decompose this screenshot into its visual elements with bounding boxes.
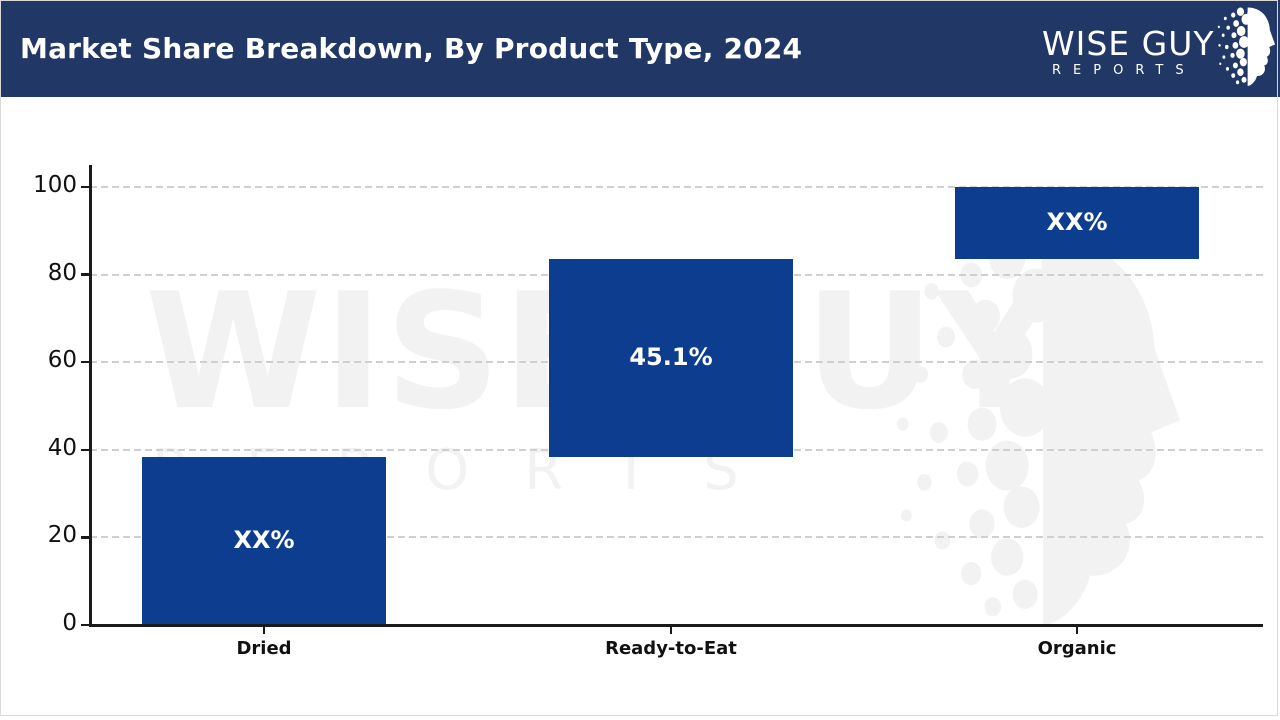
x-tick: [669, 626, 673, 634]
bar: [549, 259, 793, 457]
bar-value-label: 45.1%: [629, 343, 713, 372]
bar: [142, 456, 386, 625]
watermark-dot-head-icon: [820, 225, 1180, 640]
gridline: [90, 186, 1263, 188]
y-axis-line: [89, 165, 92, 626]
x-tick-label: Organic: [1037, 638, 1117, 659]
y-tick: [81, 185, 89, 189]
y-tick: [81, 448, 89, 452]
x-tick-label: Dried: [236, 638, 292, 659]
bar-value-label: XX%: [1046, 208, 1108, 237]
logo-sub-wordmark: REPORTS: [1052, 63, 1196, 78]
y-tick: [81, 360, 89, 364]
y-tick: [81, 623, 89, 627]
y-tick-label: 100: [33, 172, 77, 198]
x-tick: [1075, 626, 1079, 634]
y-tick-label: 60: [47, 347, 77, 374]
bar: [955, 187, 1199, 260]
y-tick-label: 0: [62, 610, 77, 636]
y-tick-label: 80: [47, 259, 77, 286]
x-tick: [262, 626, 266, 634]
y-tick-label: 40: [47, 434, 77, 461]
logo-dot-head-icon: [1203, 5, 1275, 89]
y-tick: [81, 273, 89, 276]
x-tick-label: Ready-to-Eat: [605, 638, 737, 659]
logo-wordmark: WISE GUY: [1042, 24, 1215, 63]
bar-value-label: XX%: [233, 525, 295, 554]
page-title: Market Share Breakdown, By Product Type,…: [20, 32, 803, 65]
y-tick-label: 20: [47, 522, 77, 549]
header-bar: Market Share Breakdown, By Product Type,…: [0, 0, 1280, 97]
x-axis-line: [89, 624, 1263, 627]
y-tick: [81, 536, 89, 539]
gridline: [90, 536, 1263, 539]
